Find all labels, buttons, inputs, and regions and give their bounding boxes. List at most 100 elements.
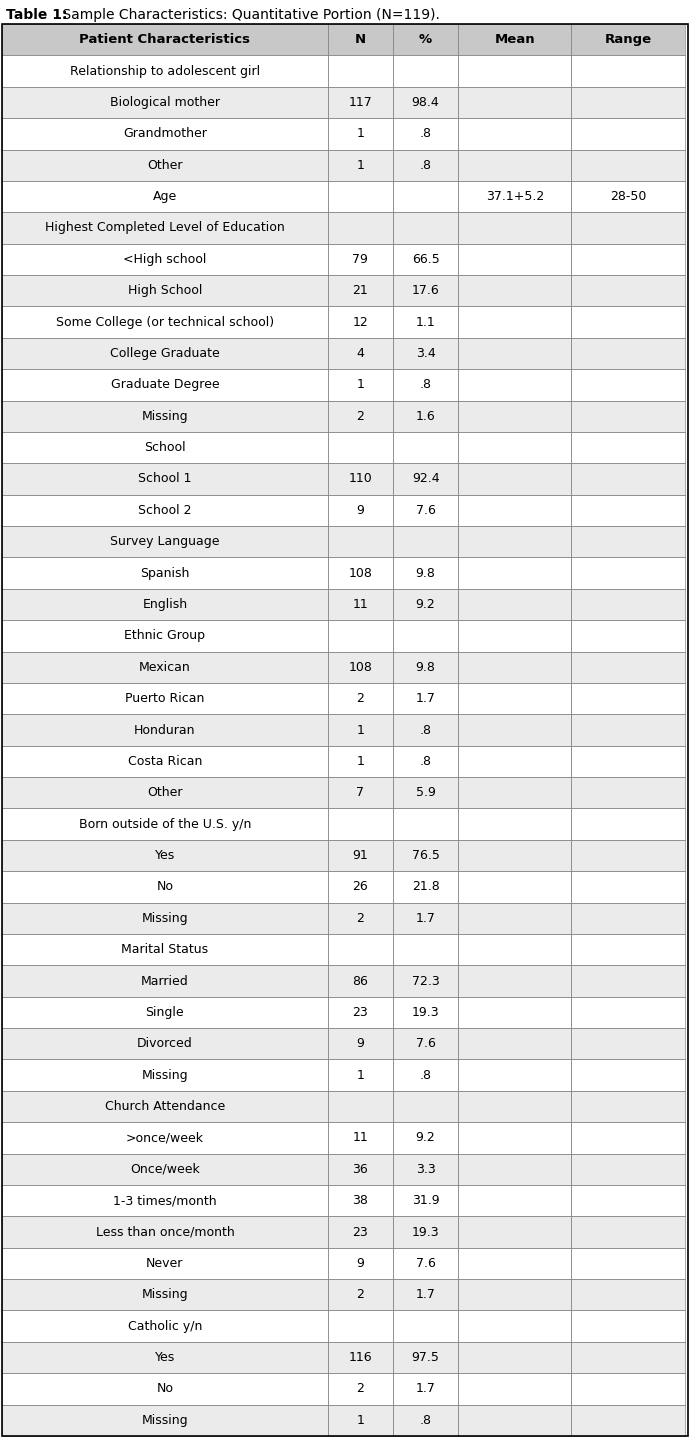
Bar [328, 903, 393, 935]
Text: Yes: Yes [155, 1351, 175, 1364]
Bar [458, 24, 571, 55]
Text: 108: 108 [348, 661, 373, 674]
Text: 1: 1 [357, 379, 364, 392]
Text: 1.1: 1.1 [416, 315, 435, 328]
Text: Missing: Missing [141, 912, 188, 924]
Text: 76.5: 76.5 [412, 850, 440, 863]
Bar [393, 338, 458, 369]
Text: 3.3: 3.3 [416, 1162, 435, 1176]
Text: 1: 1 [357, 158, 364, 171]
Bar [328, 1404, 393, 1436]
Text: 23: 23 [353, 1007, 368, 1020]
Text: 1: 1 [357, 755, 364, 768]
Bar [571, 1404, 684, 1436]
Text: 1.7: 1.7 [415, 1289, 435, 1302]
Bar [393, 212, 458, 243]
Text: 91: 91 [353, 850, 368, 863]
Text: 9.8: 9.8 [415, 566, 435, 580]
Bar [2, 589, 328, 621]
Text: Patient Characteristics: Patient Characteristics [79, 33, 250, 46]
Bar [458, 589, 571, 621]
Text: .8: .8 [420, 127, 432, 140]
Text: School 2: School 2 [138, 504, 192, 517]
Text: 108: 108 [348, 566, 373, 580]
Text: 26: 26 [353, 880, 368, 893]
Text: Missing: Missing [141, 1289, 188, 1302]
Text: Less than once/month: Less than once/month [95, 1225, 235, 1238]
Bar [458, 1092, 571, 1122]
Bar [393, 464, 458, 495]
Text: Survey Language: Survey Language [110, 536, 219, 549]
Text: 66.5: 66.5 [412, 253, 440, 266]
Bar [458, 903, 571, 935]
Text: 9: 9 [357, 1257, 364, 1270]
Text: 7.6: 7.6 [415, 1037, 435, 1050]
Text: 2: 2 [357, 912, 364, 924]
Text: 7: 7 [357, 786, 364, 799]
Text: 1: 1 [357, 723, 364, 736]
Bar [2, 212, 328, 243]
Bar [458, 275, 571, 307]
Text: Born outside of the U.S. y/n: Born outside of the U.S. y/n [79, 818, 251, 831]
Bar [393, 903, 458, 935]
Text: 9: 9 [357, 504, 364, 517]
Bar [571, 1092, 684, 1122]
Bar [571, 86, 684, 118]
Text: Range: Range [604, 33, 651, 46]
Bar [328, 150, 393, 181]
Bar [2, 1404, 328, 1436]
Text: 11: 11 [353, 1132, 368, 1145]
Text: Puerto Rican: Puerto Rican [126, 693, 205, 706]
Text: 38: 38 [353, 1194, 368, 1207]
Bar [571, 714, 684, 746]
Text: Catholic y/n: Catholic y/n [128, 1319, 202, 1332]
Text: 1.6: 1.6 [416, 410, 435, 423]
Bar [2, 400, 328, 432]
Bar [458, 150, 571, 181]
Text: No: No [157, 1382, 173, 1395]
Bar [571, 778, 684, 808]
Text: School 1: School 1 [138, 472, 192, 485]
Bar [328, 275, 393, 307]
Text: 37.1+5.2: 37.1+5.2 [486, 190, 544, 203]
Bar [328, 1153, 393, 1185]
Bar [328, 1342, 393, 1374]
Text: Once/week: Once/week [130, 1162, 200, 1176]
Bar [571, 840, 684, 871]
Bar [393, 526, 458, 557]
Bar [328, 24, 393, 55]
Text: 1.7: 1.7 [415, 693, 435, 706]
Bar [458, 400, 571, 432]
Text: 92.4: 92.4 [412, 472, 440, 485]
Bar [571, 24, 684, 55]
Text: 9.2: 9.2 [416, 1132, 435, 1145]
Bar [571, 903, 684, 935]
Bar [2, 965, 328, 996]
Bar [393, 150, 458, 181]
Bar [328, 778, 393, 808]
Text: Graduate Degree: Graduate Degree [110, 379, 219, 392]
Text: Grandmother: Grandmother [123, 127, 207, 140]
Text: %: % [419, 33, 432, 46]
Bar [328, 526, 393, 557]
Bar [328, 212, 393, 243]
Bar [571, 1279, 684, 1310]
Text: 79: 79 [353, 253, 368, 266]
Bar [328, 965, 393, 996]
Text: Church Attendance: Church Attendance [105, 1100, 225, 1113]
Bar [571, 589, 684, 621]
Text: 23: 23 [353, 1225, 368, 1238]
Bar [571, 338, 684, 369]
Text: Other: Other [147, 158, 183, 171]
Bar [328, 1279, 393, 1310]
Bar [328, 651, 393, 683]
Bar [458, 1279, 571, 1310]
Text: 1: 1 [357, 127, 364, 140]
Text: 98.4: 98.4 [412, 96, 440, 109]
Text: Age: Age [152, 190, 177, 203]
Text: 1.7: 1.7 [415, 1382, 435, 1395]
Bar [328, 1217, 393, 1247]
Bar [393, 1404, 458, 1436]
Text: Sample Characteristics: Quantitative Portion (N=119).: Sample Characteristics: Quantitative Por… [58, 9, 440, 22]
Bar [393, 400, 458, 432]
